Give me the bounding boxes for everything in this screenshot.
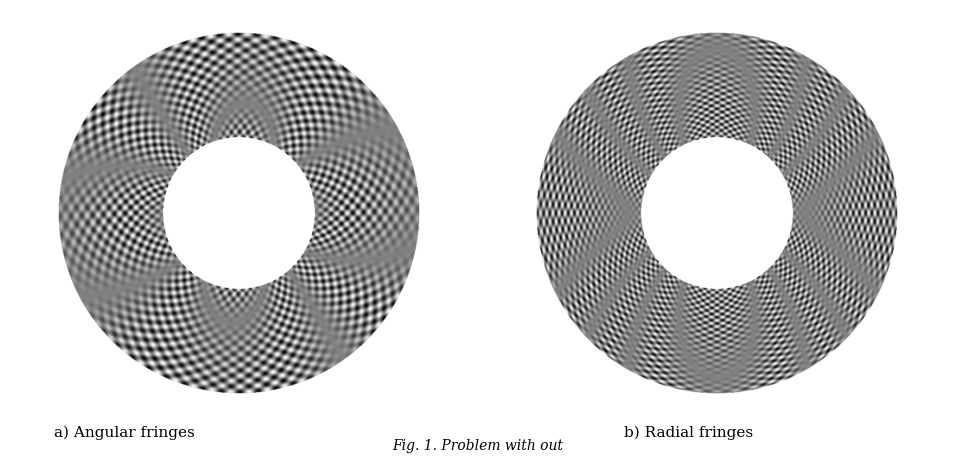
Text: b) Radial fringes: b) Radial fringes: [623, 425, 753, 440]
Text: Fig. 1. Problem with out: Fig. 1. Problem with out: [393, 439, 563, 453]
Text: a) Angular fringes: a) Angular fringes: [54, 425, 195, 440]
